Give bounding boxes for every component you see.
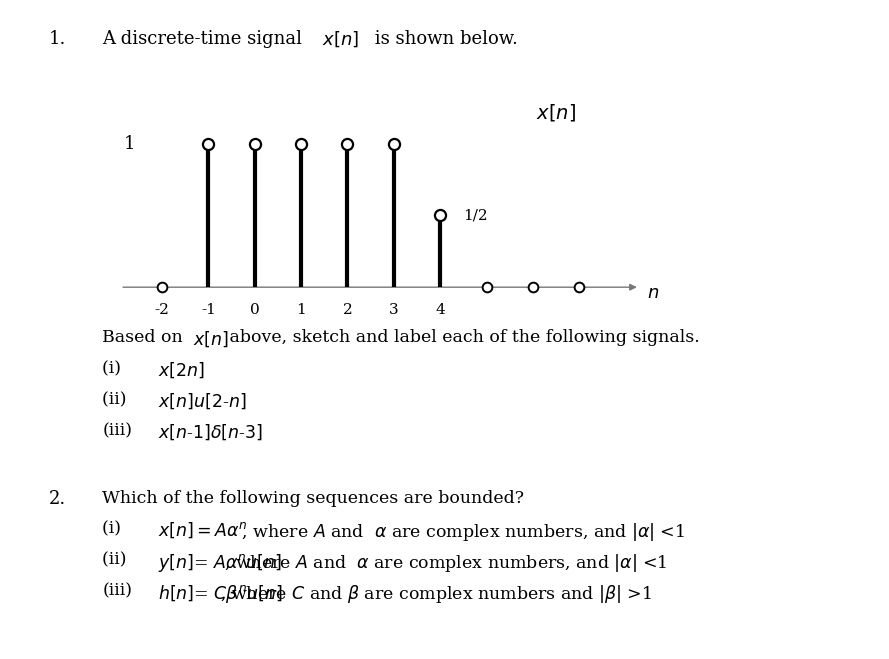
Text: (i): (i): [102, 521, 132, 538]
Text: 1.: 1.: [49, 30, 67, 47]
Text: (i): (i): [102, 360, 132, 378]
Text: 1: 1: [124, 134, 135, 153]
Text: $\mathit{x}[n]$: $\mathit{x}[n]$: [536, 101, 576, 123]
Text: $x[n]u[2$-$n]$: $x[n]u[2$-$n]$: [158, 391, 246, 411]
Text: $x[2n]$: $x[2n]$: [158, 360, 205, 380]
Text: , where $A$ and  $\alpha$ are complex numbers, and $|\alpha|$ <1: , where $A$ and $\alpha$ are complex num…: [236, 521, 685, 542]
Text: Based on: Based on: [102, 330, 188, 347]
Text: $x[n] = A\alpha^n$: $x[n] = A\alpha^n$: [158, 521, 248, 540]
Text: $x[n]$: $x[n]$: [193, 330, 228, 349]
Text: Which of the following sequences are bounded?: Which of the following sequences are bou…: [102, 490, 525, 507]
Text: (ii): (ii): [102, 552, 132, 569]
Text: 2: 2: [342, 303, 352, 317]
Text: $y[n]$= $A\alpha^nu[n]$: $y[n]$= $A\alpha^nu[n]$: [158, 552, 282, 573]
Text: 0: 0: [250, 303, 260, 317]
Text: 3: 3: [389, 303, 398, 317]
Text: -2: -2: [155, 303, 170, 317]
Text: $h[n]$= $C\beta^nu[n]$: $h[n]$= $C\beta^nu[n]$: [158, 583, 283, 604]
Text: $x[n$-$1]\delta[n$-$3]$: $x[n$-$1]\delta[n$-$3]$: [158, 422, 263, 442]
Text: , where $A$ and  $\alpha$ are complex numbers, and $|\alpha|$ <1: , where $A$ and $\alpha$ are complex num…: [224, 552, 668, 573]
Text: 2.: 2.: [49, 490, 66, 507]
Text: A discrete-time signal: A discrete-time signal: [102, 30, 308, 47]
Text: -1: -1: [201, 303, 216, 317]
Text: (iii): (iii): [102, 583, 132, 600]
Text: 1: 1: [296, 303, 306, 317]
Text: , where $C$ and $\beta$ are complex numbers and $|\beta|$ >1: , where $C$ and $\beta$ are complex numb…: [220, 583, 653, 604]
Text: (iii): (iii): [102, 422, 132, 440]
Text: $n$: $n$: [646, 284, 659, 302]
Text: above, sketch and label each of the following signals.: above, sketch and label each of the foll…: [224, 330, 700, 347]
Text: is shown below.: is shown below.: [369, 30, 517, 47]
Text: (ii): (ii): [102, 391, 132, 409]
Text: 4: 4: [436, 303, 445, 317]
Text: $x[n]$: $x[n]$: [322, 30, 359, 49]
Text: 1/2: 1/2: [463, 208, 488, 223]
